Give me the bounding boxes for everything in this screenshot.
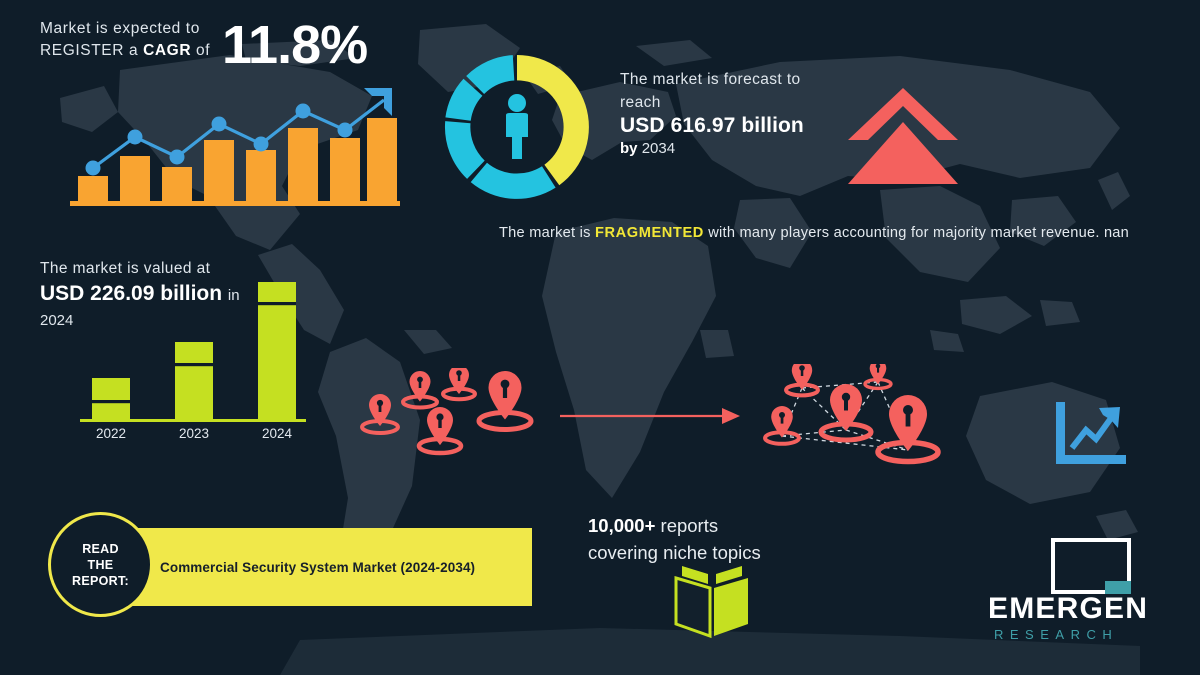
cagr-caption-line1: Market is expected to xyxy=(40,20,200,37)
reports-count-suffix: reports xyxy=(655,515,719,536)
trend-line xyxy=(92,98,385,170)
up-chevron xyxy=(848,88,958,140)
fragmented-players-cluster xyxy=(360,368,534,456)
trend-point xyxy=(337,122,353,138)
map-pin xyxy=(476,371,534,432)
market-value-caption: The market is valued at xyxy=(40,260,211,277)
chart-baseline xyxy=(70,201,400,206)
map-pin xyxy=(875,395,941,465)
map-pin xyxy=(401,371,439,410)
map-pin xyxy=(784,364,820,398)
trend-line-markers xyxy=(85,103,353,176)
donut-segment-yellow xyxy=(517,55,589,186)
cagr-caption-line2-post: of xyxy=(191,42,211,59)
bar xyxy=(288,128,318,202)
market-value-block: The market is valued at USD 226.09 billi… xyxy=(40,256,320,333)
double-up-arrow-icon xyxy=(848,88,958,184)
trend-point xyxy=(85,160,101,176)
read-report-badge[interactable]: READ THE REPORT: xyxy=(48,512,153,617)
up-triangle xyxy=(848,122,958,184)
x-tick-2024: 2024 xyxy=(262,426,293,441)
donut-segment-cyan-1 xyxy=(470,162,556,199)
bar-2022-divider xyxy=(92,400,130,404)
fragmentation-pre: The market is xyxy=(499,225,595,241)
person-icon xyxy=(506,94,528,159)
trend-point xyxy=(127,129,143,145)
x-tick-2022: 2022 xyxy=(96,426,126,441)
market-value-number: USD 226.09 billion xyxy=(40,282,223,305)
map-pin xyxy=(863,364,893,391)
forecast-by: by 2034 xyxy=(620,137,920,160)
consolidated-players-network xyxy=(763,364,941,465)
market-value-year: 2024 xyxy=(40,312,74,329)
forecast-by-year: 2034 xyxy=(641,140,676,157)
trend-point xyxy=(253,136,269,152)
growth-trend-bar-chart xyxy=(70,88,400,206)
chart-baseline xyxy=(80,419,306,422)
market-value-in: in xyxy=(227,287,240,304)
read-label-line2: THE xyxy=(87,557,114,572)
cagr-caption: Market is expected to REGISTER a CAGR of xyxy=(40,18,210,62)
donut-segment-cyan-2 xyxy=(444,121,485,179)
forecast-line1: The market is forecast to xyxy=(620,71,801,88)
map-pin xyxy=(416,407,464,456)
market-value-bar-chart: 2022 2023 2024 xyxy=(80,282,306,441)
open-book-icon xyxy=(674,566,748,639)
logo-square-mark xyxy=(1051,538,1131,594)
read-report-bar[interactable] xyxy=(100,528,532,606)
trend-point xyxy=(169,149,185,165)
reports-count-line1: 10,000+ reports xyxy=(588,512,761,539)
bar-2023-divider xyxy=(175,363,213,367)
logo-sub-text: RESEARCH xyxy=(994,627,1119,642)
market-value-amount: USD 226.09 billion in xyxy=(40,281,320,308)
bar xyxy=(330,138,360,202)
bar-2023 xyxy=(175,342,213,420)
read-label-line3: REPORT: xyxy=(72,573,129,588)
bar xyxy=(120,156,150,202)
fragmentation-statement: The market is FRAGMENTED with many playe… xyxy=(499,221,1139,246)
logo-brand-text: EMERGEN xyxy=(988,592,1149,625)
fragmentation-highlight: FRAGMENTED xyxy=(594,225,704,241)
forecast-by-label: by xyxy=(620,140,638,157)
bar-2024-divider xyxy=(258,302,296,306)
cagr-caption-line2-pre: REGISTER a xyxy=(40,42,144,59)
map-pin xyxy=(818,384,874,443)
trend-point xyxy=(211,116,227,132)
trend-arrow-icon xyxy=(364,88,392,116)
map-pin xyxy=(441,368,477,402)
x-tick-2023: 2023 xyxy=(179,426,209,441)
map-pin xyxy=(763,406,801,446)
report-title-link[interactable]: Commercial Security System Market (2024-… xyxy=(160,560,476,575)
reports-count-number: 10,000+ xyxy=(588,515,656,536)
donut-segment-cyan-4 xyxy=(466,55,515,94)
forecast-block: The market is forecast to reach USD 616.… xyxy=(620,68,920,160)
cagr-value: 11.8% xyxy=(222,15,368,75)
bar xyxy=(78,176,108,202)
cagr-keyword: CAGR xyxy=(143,42,192,59)
trend-point xyxy=(295,103,311,119)
forecast-value: USD 616.97 billion xyxy=(620,114,804,137)
fragmentation-post: with many players accounting for majorit… xyxy=(703,225,1130,241)
reports-count-line2: covering niche topics xyxy=(588,542,761,563)
bar xyxy=(204,140,234,202)
map-pin xyxy=(360,394,400,435)
growth-chart-icon xyxy=(1056,402,1126,464)
read-report-badge-label: READ THE REPORT: xyxy=(72,541,129,589)
bar xyxy=(246,150,276,202)
bars-group xyxy=(78,118,397,202)
bar xyxy=(162,167,192,202)
cagr-caption-line2: REGISTER a CAGR of xyxy=(40,40,210,62)
forecast-line2: reach xyxy=(620,94,661,111)
read-label-line1: READ xyxy=(82,541,119,556)
bar-2022 xyxy=(92,378,130,420)
bar xyxy=(367,118,397,202)
market-share-donut xyxy=(444,55,589,199)
donut-segment-cyan-3 xyxy=(445,78,483,121)
reports-count-block: 10,000+ reports covering niche topics xyxy=(588,512,761,566)
bars-group xyxy=(92,282,296,420)
transition-arrow xyxy=(560,408,740,424)
